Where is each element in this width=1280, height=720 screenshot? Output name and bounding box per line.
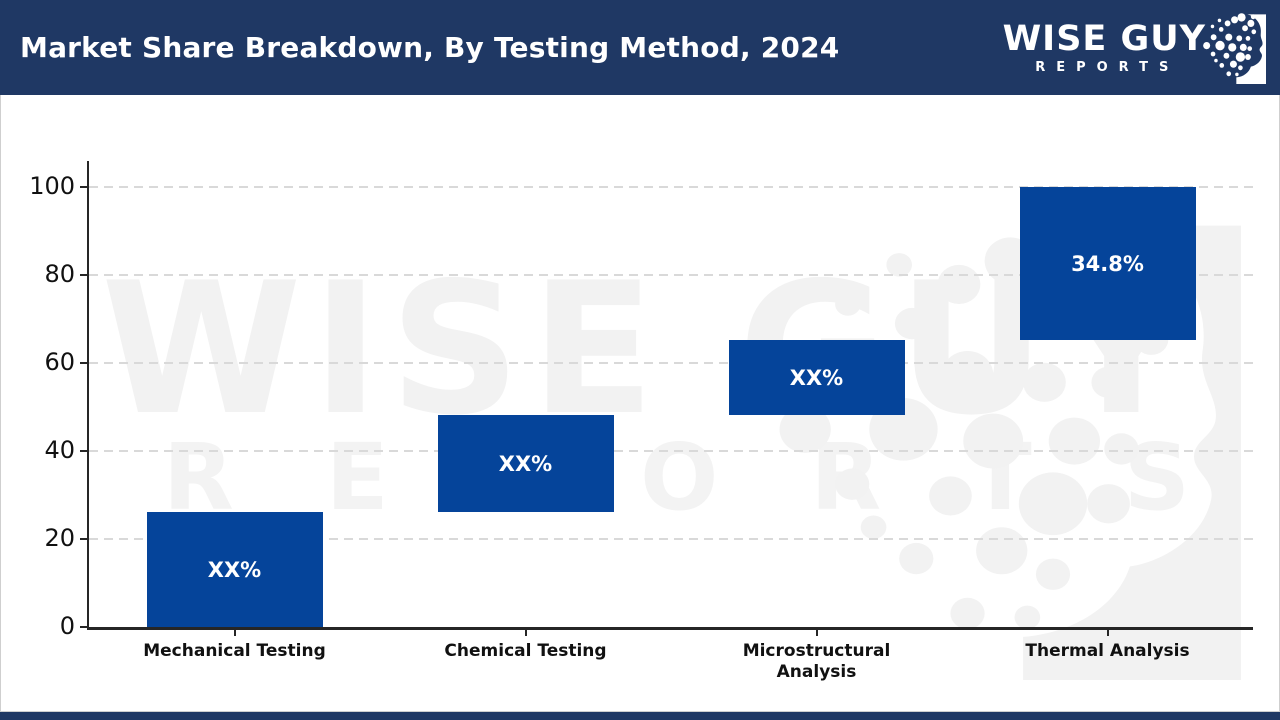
- bar-value-label: 34.8%: [1071, 251, 1144, 276]
- x-tick-1: [524, 627, 527, 636]
- y-tick-40: [80, 450, 89, 452]
- y-tick-label-80: 80: [44, 260, 75, 288]
- chart-card: WISE GUY REPORTS 0 20 40 60 80 100 XX% Mechanic…: [0, 95, 1280, 712]
- watermark-face-icon: [771, 210, 1241, 680]
- page-title: Market Share Breakdown, By Testing Metho…: [20, 31, 840, 64]
- bar-value-label: XX%: [498, 451, 553, 476]
- gridline-y60: [89, 362, 1253, 364]
- logo-text: WISE GUY REPORTS: [1002, 18, 1206, 75]
- y-tick-label-0: 0: [59, 612, 75, 640]
- bar-mechanical-testing: XX%: [146, 512, 323, 627]
- x-tick-3: [1106, 627, 1109, 636]
- x-tick-2: [815, 627, 818, 636]
- wise-guy-reports-logo: WISE GUY REPORTS: [1003, 12, 1266, 84]
- y-tick-100: [80, 186, 89, 188]
- logo-subtitle: REPORTS: [1035, 59, 1180, 75]
- watermark-wordmark: WISE GUY: [101, 243, 1198, 455]
- bar-chemical-testing: XX%: [437, 414, 614, 513]
- bar-microstructural-analysis: XX%: [728, 340, 905, 415]
- logo-face-icon: [1202, 12, 1266, 84]
- gridline-y20: [89, 538, 1253, 540]
- x-category-label: Microstructural Analysis: [742, 641, 891, 683]
- gridline-y80: [89, 274, 1253, 276]
- gridline-y100: [89, 186, 1253, 188]
- y-tick-60: [80, 362, 89, 364]
- x-category-label: Mechanical Testing: [143, 641, 326, 661]
- y-tick-80: [80, 274, 89, 276]
- logo-wordmark: WISE GUY: [1002, 18, 1206, 59]
- x-category-label: Thermal Analysis: [1025, 641, 1190, 661]
- bar-thermal-analysis: 34.8%: [1019, 187, 1196, 341]
- bar-value-label: XX%: [207, 557, 262, 582]
- header-banner: Market Share Breakdown, By Testing Metho…: [0, 0, 1280, 95]
- x-tick-0: [233, 627, 236, 636]
- y-tick-label-20: 20: [44, 524, 75, 552]
- y-axis-line: [87, 160, 89, 629]
- y-tick-label-100: 100: [29, 172, 75, 200]
- y-tick-label-60: 60: [44, 348, 75, 376]
- x-axis-line: [87, 627, 1253, 630]
- x-category-label: Chemical Testing: [444, 641, 607, 661]
- gridline-y40: [89, 450, 1253, 452]
- bar-value-label: XX%: [789, 365, 844, 390]
- y-tick-0: [80, 626, 89, 628]
- footer-bar: [0, 712, 1280, 720]
- y-tick-label-40: 40: [44, 436, 75, 464]
- y-tick-20: [80, 538, 89, 540]
